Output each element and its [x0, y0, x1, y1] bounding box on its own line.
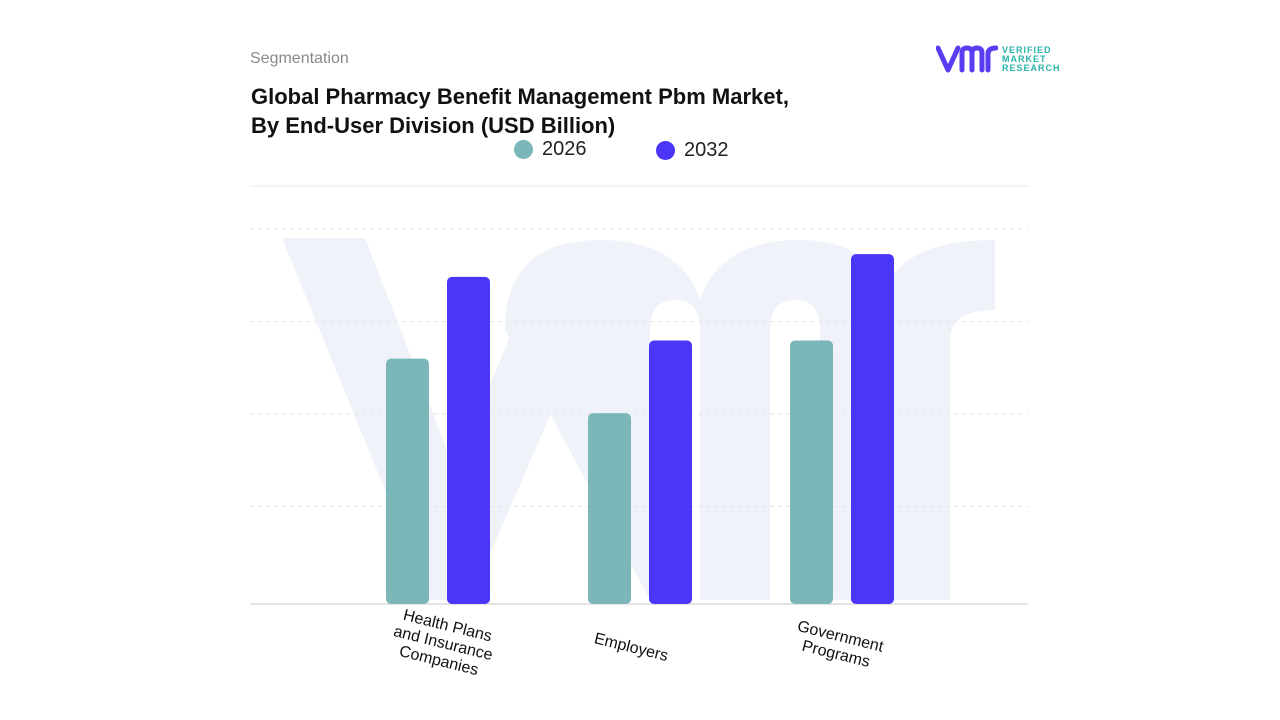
legend-item-2032: 2032 — [656, 139, 729, 162]
chart-title: Global Pharmacy Benefit Management Pbm M… — [251, 82, 891, 140]
x-tick-label: Health Plansand InsuranceCompanies — [387, 606, 498, 682]
x-tick-label-line: Employers — [592, 630, 669, 665]
bar-2026-2 — [790, 340, 833, 604]
bar-2032-1 — [649, 340, 692, 604]
chart-title-line-1: Global Pharmacy Benefit Management Pbm M… — [251, 84, 789, 109]
chart-title-line-2: By End-User Division (USD Billion) — [251, 113, 616, 138]
logo-line-3: RESEARCH — [1002, 62, 1061, 73]
legend-dot-2032 — [656, 141, 675, 160]
bar-2032-0 — [447, 276, 490, 604]
watermark-m-shape — [505, 240, 890, 600]
logo: VERIFIED MARKET RESEARCH — [936, 44, 1061, 74]
bar-2026-0 — [386, 358, 429, 604]
legend-item-2026: 2026 — [514, 138, 587, 161]
x-tick-label: Employers — [592, 630, 669, 665]
bar-2032-2 — [851, 254, 894, 605]
vmr-logo-icon — [936, 45, 998, 73]
legend-label-2032: 2032 — [684, 139, 729, 161]
legend-dot-2026 — [514, 140, 533, 159]
x-tick-label: GovernmentPrograms — [791, 618, 885, 673]
logo-line-2: MARKET — [1002, 53, 1047, 64]
bar-2026-1 — [588, 413, 631, 604]
segment-label: Segmentation — [250, 50, 349, 67]
logo-line-1: VERIFIED — [1002, 44, 1052, 55]
legend-label-2026: 2026 — [542, 138, 587, 160]
watermark-r-shape — [880, 240, 995, 600]
logo-wordmark: VERIFIED MARKET RESEARCH — [1002, 44, 1061, 73]
